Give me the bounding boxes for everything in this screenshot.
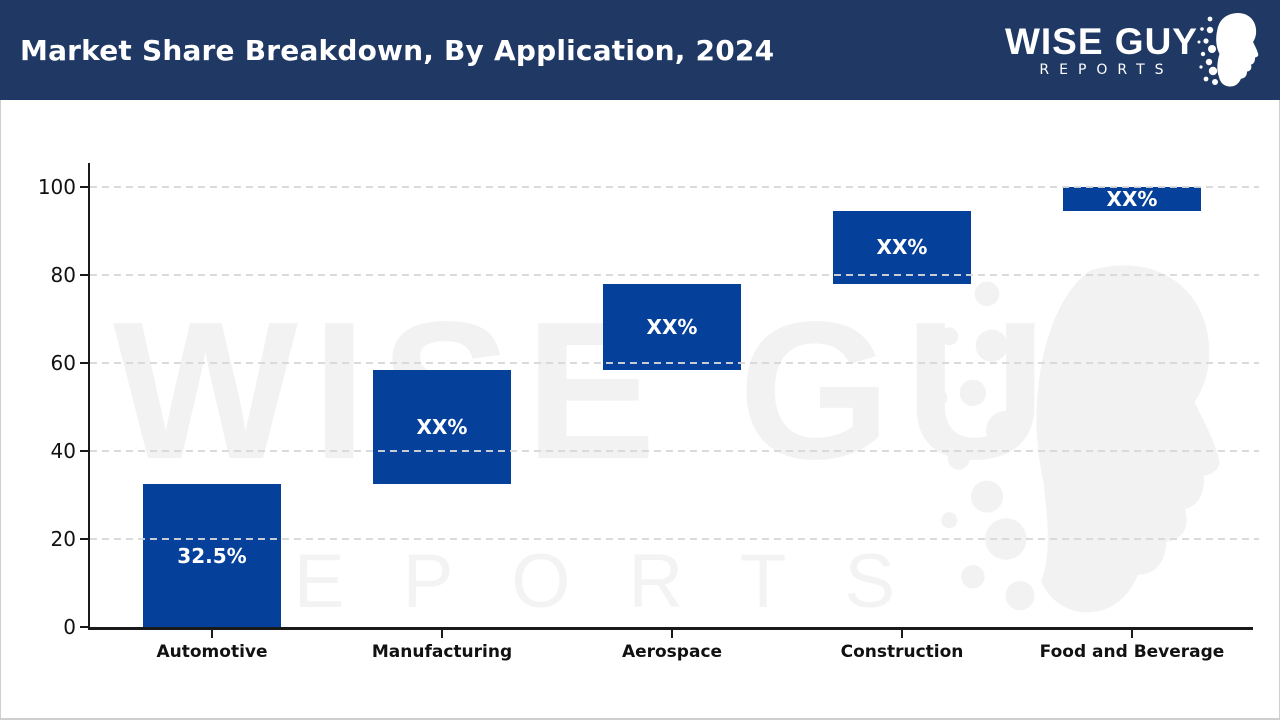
bar-food-and-beverage: XX% (1063, 187, 1201, 212)
gridline-20 (90, 538, 1259, 540)
y-tick-80 (80, 274, 88, 276)
x-axis-spine (88, 627, 1253, 630)
x-category-label-manufacturing: Manufacturing (371, 642, 513, 662)
y-tick-100 (80, 186, 88, 188)
brand-name: WISE GUY (1004, 21, 1198, 62)
gridline-100 (90, 186, 1259, 188)
y-tick-label-60: 60 (50, 351, 76, 375)
x-tick-3 (901, 630, 903, 638)
bar-automotive: 32.5% (143, 484, 281, 627)
y-tick-label-0: 0 (63, 615, 76, 639)
bar-value-label: XX% (416, 414, 468, 439)
grid-layer (1, 100, 1279, 718)
gridline-80 (90, 274, 1259, 276)
bars-layer: 32.5% XX% XX% XX% XX% (1, 100, 1279, 718)
y-tick-label-80: 80 (50, 263, 76, 287)
brand-logo-text: WISE GUY REPORTS (1005, 23, 1198, 77)
x-category-label-automotive: Automotive (156, 642, 268, 662)
bar-manufacturing: XX% (373, 369, 511, 484)
bar-value-label: 32.5% (177, 543, 247, 568)
y-tick-0 (80, 626, 88, 628)
wise-guy-head-icon (1197, 12, 1259, 87)
page-title: Market Share Breakdown, By Application, … (20, 33, 775, 67)
bar-value-label: XX% (1106, 187, 1158, 212)
y-tick-40 (80, 450, 88, 452)
x-tick-2 (671, 630, 673, 638)
y-tick-20 (80, 538, 88, 540)
y-tick-60 (80, 362, 88, 364)
x-category-label-food-and-beverage: Food and Beverage (1039, 642, 1225, 662)
axis-layer: 0 20 40 60 80 100 Automotive Manufacturing Aeros… (1, 100, 1279, 718)
y-tick-label-20: 20 (50, 527, 76, 551)
bar-value-label: XX% (646, 314, 698, 339)
x-category-label-construction: Construction (840, 642, 964, 662)
x-tick-1 (441, 630, 443, 638)
y-tick-label-40: 40 (50, 439, 76, 463)
gridline-40 (90, 450, 1259, 452)
bar-construction: XX% (833, 211, 971, 284)
x-category-label-aerospace: Aerospace (621, 642, 723, 662)
y-axis-spine (88, 162, 90, 629)
x-tick-0 (211, 630, 213, 638)
brand-logo: WISE GUY REPORTS (1005, 9, 1266, 91)
brand-subtitle: REPORTS (1039, 62, 1174, 78)
chart-area: WISE GUY REPORTS (0, 100, 1280, 720)
y-tick-label-100: 100 (37, 175, 76, 199)
gridline-60 (90, 362, 1259, 364)
x-tick-4 (1131, 630, 1133, 638)
header: Market Share Breakdown, By Application, … (0, 0, 1280, 100)
bar-aerospace: XX% (603, 283, 741, 370)
bar-value-label: XX% (876, 235, 928, 260)
